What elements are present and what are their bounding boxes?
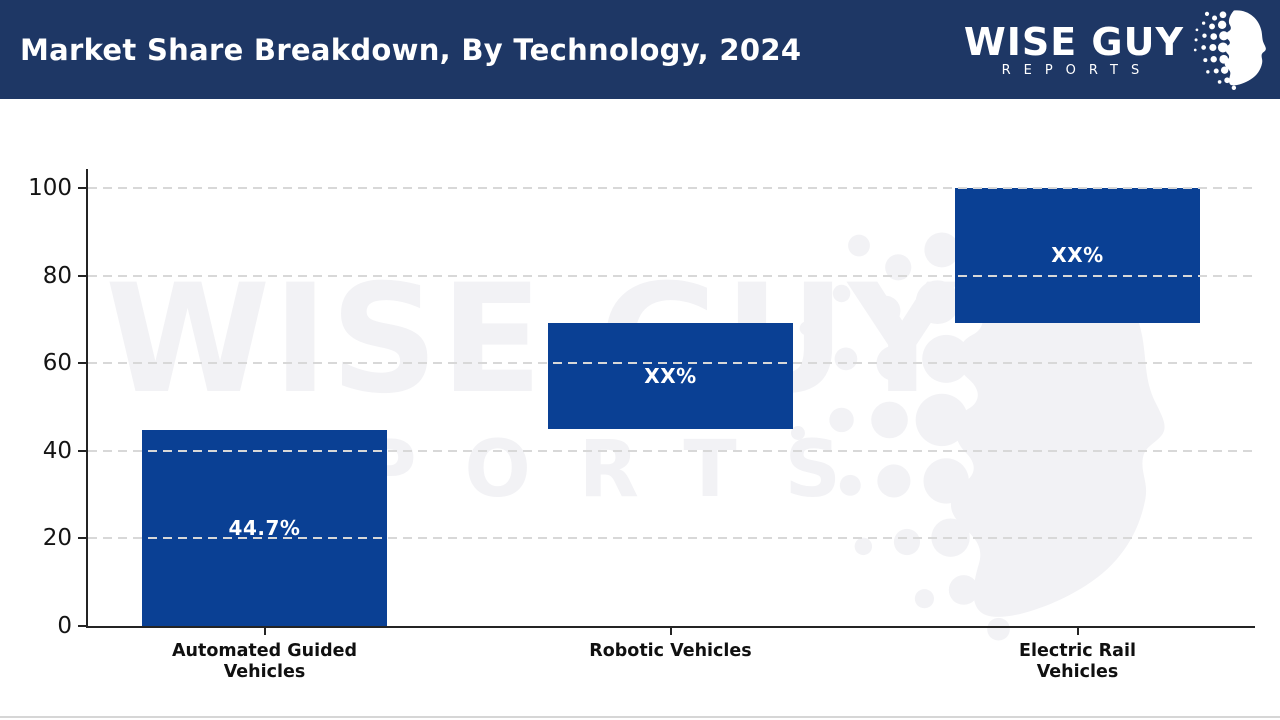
bar-value-label: XX% (644, 363, 697, 388)
bar-value-label: XX% (1051, 243, 1104, 268)
logo-wordmark-line2: REPORTS (1001, 62, 1153, 78)
x-axis-line (86, 626, 1255, 628)
x-category-label-line: Vehicles (223, 662, 306, 682)
y-axis-tick-label: 80 (42, 262, 72, 289)
y-axis-tick (78, 625, 86, 627)
gridline-80 (88, 274, 1255, 277)
bar-2: XX% (955, 188, 1200, 323)
plot: 44.7% XX% XX% 0 20 40 60 80 100 Automated Guided V… (0, 99, 1280, 720)
bottom-divider (0, 716, 1280, 718)
bar-0: 44.7% (142, 430, 387, 626)
gridline-20 (88, 537, 1255, 540)
x-category-label-line: Automated Guided (171, 641, 358, 661)
bar-1: XX% (548, 322, 793, 429)
logo-wordmark-line1: WISE GUY (963, 19, 1184, 64)
x-category-label: Electric Rail Vehicles (908, 641, 1248, 683)
y-axis-tick-label: 60 (42, 350, 72, 377)
y-axis-tick (78, 362, 86, 365)
y-axis-tick-label: 20 (42, 525, 72, 552)
gridline-60 (88, 362, 1255, 365)
x-category-label: Robotic Vehicles (501, 641, 841, 662)
brand-logo: WISE GUY REPORTS (964, 0, 1270, 99)
y-axis-tick-label: 100 (28, 175, 72, 201)
x-axis-tick (1076, 628, 1079, 635)
y-axis-tick (78, 187, 86, 189)
x-axis-tick (263, 628, 266, 635)
logo-face-icon (1193, 9, 1266, 90)
chart-area: WISE GUY REPORTS 44.7% XX% XX% 0 20 40 60 80 100… (0, 99, 1280, 720)
gridline-100 (88, 187, 1255, 189)
gridline-40 (88, 449, 1255, 452)
header-bar: Market Share Breakdown, By Technology, 2… (0, 0, 1280, 99)
page-title: Market Share Breakdown, By Technology, 2… (20, 32, 802, 67)
x-category-label-line: Robotic Vehicles (589, 641, 752, 661)
y-axis-tick (78, 537, 86, 540)
y-axis-tick-label: 0 (57, 613, 72, 639)
x-category-label-line: Vehicles (1036, 662, 1119, 682)
x-category-label-line: Electric Rail (1019, 641, 1136, 661)
y-axis-tick-label: 40 (42, 437, 72, 464)
logo-wordmark: WISE GUY REPORTS (964, 22, 1184, 78)
bar-value-label: 44.7% (228, 516, 301, 541)
y-axis-tick (78, 274, 86, 277)
x-category-label: Automated Guided Vehicles (95, 641, 435, 683)
y-axis-tick (78, 449, 86, 452)
x-axis-tick (669, 628, 672, 635)
y-axis-line (86, 169, 88, 628)
